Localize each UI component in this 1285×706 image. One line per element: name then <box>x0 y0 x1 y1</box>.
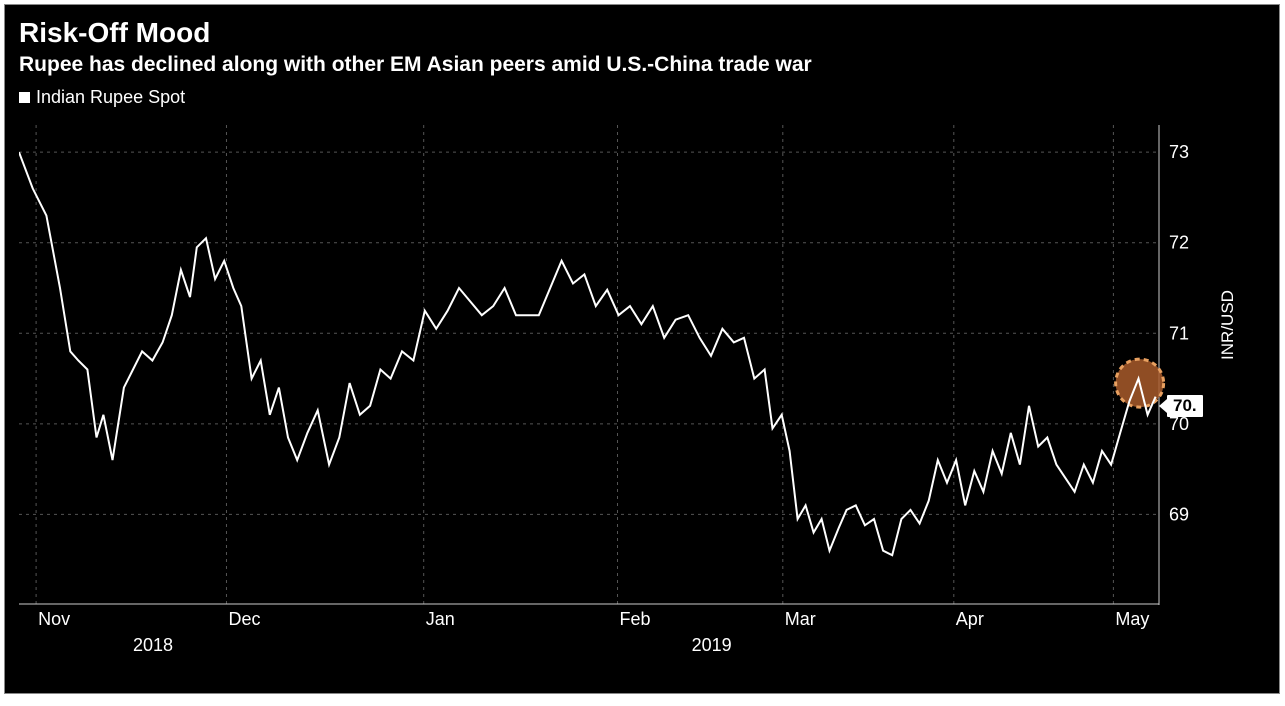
x-month-label: Feb <box>620 609 651 630</box>
x-month-label: Dec <box>228 609 260 630</box>
x-year-label: 2018 <box>133 635 173 656</box>
x-month-label: Mar <box>785 609 816 630</box>
plot-area: 69 70 71 72 73 <box>19 125 1209 605</box>
legend-label: Indian Rupee Spot <box>36 87 185 108</box>
y-axis-title: INR/USD <box>1218 290 1237 360</box>
value-callout: 70. <box>1167 395 1203 417</box>
chart-svg: 69 70 71 72 73 <box>19 125 1209 605</box>
chart-container: Risk-Off Mood Rupee has declined along w… <box>4 4 1280 694</box>
y-tick-label: 73 <box>1169 142 1189 162</box>
chart-legend: Indian Rupee Spot <box>19 87 1279 108</box>
x-month-label: Jan <box>426 609 455 630</box>
y-tick-label: 72 <box>1169 233 1189 253</box>
chart-title: Risk-Off Mood <box>19 17 1279 49</box>
data-line <box>19 152 1156 555</box>
y-axis-title-group: INR/USD <box>1218 290 1238 360</box>
chart-subtitle: Rupee has declined along with other EM A… <box>19 53 1279 77</box>
y-tick-label: 71 <box>1169 323 1189 343</box>
legend-marker-icon <box>19 92 30 103</box>
x-month-label: Nov <box>38 609 70 630</box>
y-tick-label: 70 <box>1169 414 1189 434</box>
x-month-label: Apr <box>956 609 984 630</box>
y-tick-label: 69 <box>1169 504 1189 524</box>
x-year-label: 2019 <box>692 635 732 656</box>
x-month-label: May <box>1115 609 1149 630</box>
